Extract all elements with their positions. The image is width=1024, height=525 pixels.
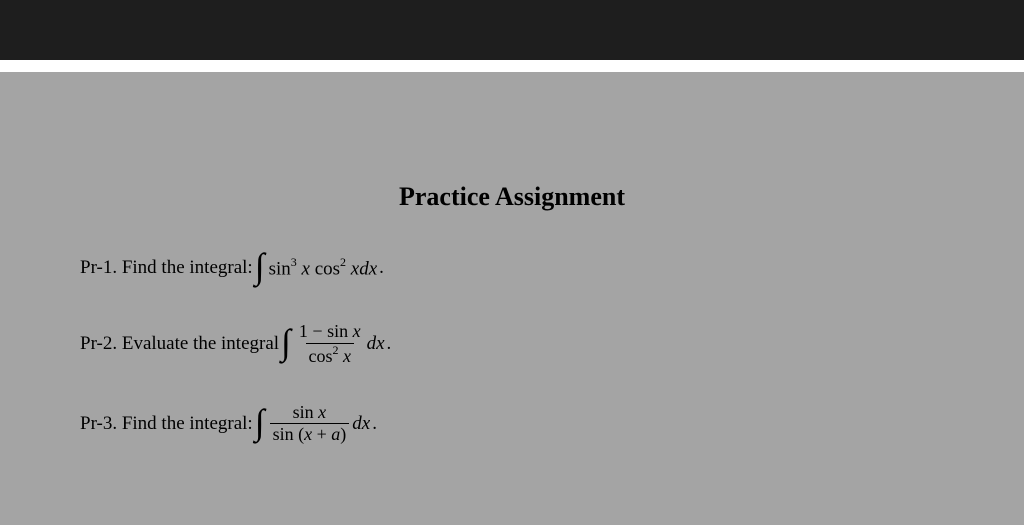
gap-bar xyxy=(0,60,1024,72)
problem-3-numerator: sin x xyxy=(290,403,330,424)
problem-3-math: ∫ sin x sin (x + a) dx . xyxy=(253,403,377,446)
integral-sign: ∫ xyxy=(279,324,293,360)
problem-2-dx: dx xyxy=(367,333,385,355)
problem-2-period: . xyxy=(387,333,392,355)
problem-2: Pr-2. Evaluate the integral ∫ 1 − sin x … xyxy=(80,322,1024,367)
denom-exp: 2 xyxy=(333,343,339,357)
problem-2-label: Pr-2. Evaluate the integral xyxy=(80,333,279,355)
problem-3-dx: dx xyxy=(352,413,370,435)
problem-3-period: . xyxy=(372,413,377,435)
problem-1-period: . xyxy=(379,257,384,279)
problem-3-denominator: sin (x + a) xyxy=(270,423,350,445)
problem-1: Pr-1. Find the integral: ∫ sin3 x cos2 x… xyxy=(80,250,1024,286)
problem-2-fraction: 1 − sin x cos2 x xyxy=(296,322,364,367)
problem-1-label: Pr-1. Find the integral: xyxy=(80,257,253,279)
problem-2-numerator: 1 − sin x xyxy=(296,322,364,343)
exp-3: 3 xyxy=(291,255,297,269)
exp-2: 2 xyxy=(340,255,346,269)
problem-2-math: ∫ 1 − sin x cos2 x dx . xyxy=(279,322,391,367)
top-bar xyxy=(0,0,1024,60)
problem-3-label: Pr-3. Find the integral: xyxy=(80,413,253,435)
problem-2-denominator: cos2 x xyxy=(306,343,355,367)
problem-3: Pr-3. Find the integral: ∫ sin x sin (x … xyxy=(80,403,1024,446)
problem-1-expr: sin3 x cos2 xdx xyxy=(269,256,378,280)
problem-3-fraction: sin x sin (x + a) xyxy=(270,403,350,446)
page-title: Practice Assignment xyxy=(0,182,1024,212)
integral-sign: ∫ xyxy=(253,248,267,284)
problem-1-math: ∫ sin3 x cos2 xdx . xyxy=(253,250,384,286)
problem-list: Pr-1. Find the integral: ∫ sin3 x cos2 x… xyxy=(0,250,1024,445)
integral-sign: ∫ xyxy=(253,404,267,440)
document-page: Practice Assignment Pr-1. Find the integ… xyxy=(0,72,1024,445)
